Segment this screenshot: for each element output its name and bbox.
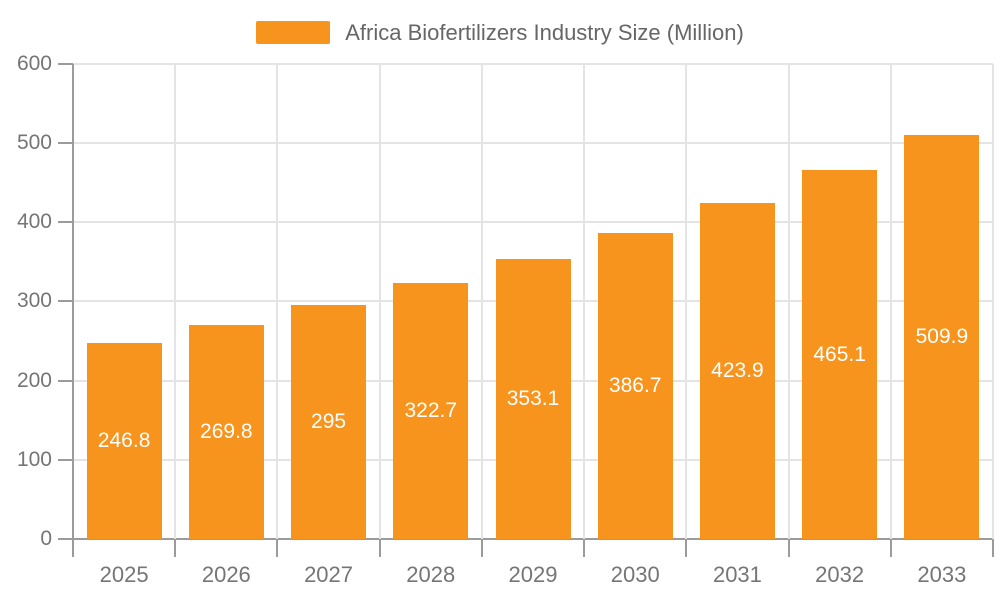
x-gridline-2 — [276, 63, 279, 539]
x-axis-label-2031: 2031 — [712, 562, 762, 587]
x-gridline-3 — [378, 63, 381, 539]
y-tick-0 — [58, 538, 73, 540]
x-tick-2 — [276, 539, 279, 557]
y-axis-line — [72, 63, 74, 557]
x-gridline-9 — [992, 63, 994, 539]
x-tick-4 — [480, 539, 483, 557]
x-gridline-4 — [480, 63, 483, 539]
x-axis-label-2025: 2025 — [99, 562, 149, 587]
y-gridline-0 — [73, 538, 993, 540]
x-tick-8 — [889, 539, 892, 557]
x-axis-label-2033: 2033 — [917, 562, 967, 587]
bar-value-label-2025: 246.8 — [97, 429, 151, 453]
bar-2028[interactable]: 322.7 — [393, 283, 469, 539]
x-gridline-6 — [685, 63, 688, 539]
x-gridline-8 — [889, 63, 892, 539]
bar-2032[interactable]: 465.1 — [802, 170, 878, 539]
bar-value-label-2026: 269.8 — [200, 420, 253, 444]
bar-value-label-2027: 295 — [311, 410, 347, 434]
bar-2030[interactable]: 386.7 — [597, 232, 673, 539]
bar-2033[interactable]: 509.9 — [904, 134, 980, 539]
x-gridline-5 — [583, 63, 586, 539]
x-tick-7 — [787, 539, 790, 557]
x-gridline-7 — [787, 63, 790, 539]
bar-value-label-2033: 509.9 — [915, 324, 969, 348]
y-gridline-400 — [73, 221, 993, 223]
x-axis-label-2026: 2026 — [201, 562, 251, 587]
y-tick-100 — [58, 458, 73, 461]
bar-2025[interactable]: 246.8 — [86, 343, 162, 539]
bar-value-label-2032: 465.1 — [813, 342, 866, 366]
x-axis-label-2030: 2030 — [610, 562, 660, 587]
bar-value-label-2031: 423.9 — [711, 359, 764, 383]
x-axis-label-2028: 2028 — [406, 562, 456, 587]
y-axis-label-200: 200 — [16, 368, 52, 392]
y-axis-label-500: 500 — [16, 130, 52, 154]
x-axis-label-2029: 2029 — [508, 562, 558, 587]
y-axis-label-400: 400 — [16, 210, 52, 233]
x-tick-5 — [583, 539, 586, 557]
y-tick-300 — [58, 300, 73, 303]
y-tick-400 — [58, 221, 73, 223]
bar-2029[interactable]: 353.1 — [495, 259, 571, 539]
chart-legend[interactable]: Africa Biofertilizers Industry Size (Mil… — [0, 10, 1000, 55]
x-gridline-1 — [174, 63, 177, 539]
bar-value-label-2028: 322.7 — [404, 399, 458, 423]
y-tick-500 — [58, 141, 73, 144]
bar-value-label-2030: 386.7 — [608, 373, 662, 397]
x-axis-label-2027: 2027 — [304, 562, 354, 587]
bar-2027[interactable]: 295 — [291, 305, 367, 539]
x-tick-6 — [685, 539, 688, 557]
bar-2026[interactable]: 269.8 — [188, 325, 264, 539]
y-axis-label-300: 300 — [16, 289, 52, 313]
y-axis-label-600: 600 — [16, 51, 52, 75]
bar-2031[interactable]: 423.9 — [699, 203, 775, 539]
y-axis-label-0: 0 — [40, 527, 52, 550]
y-tick-200 — [58, 379, 73, 382]
bar-value-label-2029: 353.1 — [506, 387, 560, 411]
legend-swatch-icon — [256, 21, 331, 44]
y-gridline-500 — [73, 141, 993, 144]
x-tick-9 — [992, 539, 994, 557]
y-gridline-600 — [73, 62, 993, 65]
x-tick-1 — [174, 539, 177, 557]
x-axis-label-2032: 2032 — [815, 562, 865, 587]
y-axis-label-100: 100 — [16, 447, 52, 471]
y-tick-600 — [58, 62, 73, 65]
legend-label: Africa Biofertilizers Industry Size (Mil… — [345, 19, 744, 45]
x-tick-3 — [378, 539, 381, 557]
